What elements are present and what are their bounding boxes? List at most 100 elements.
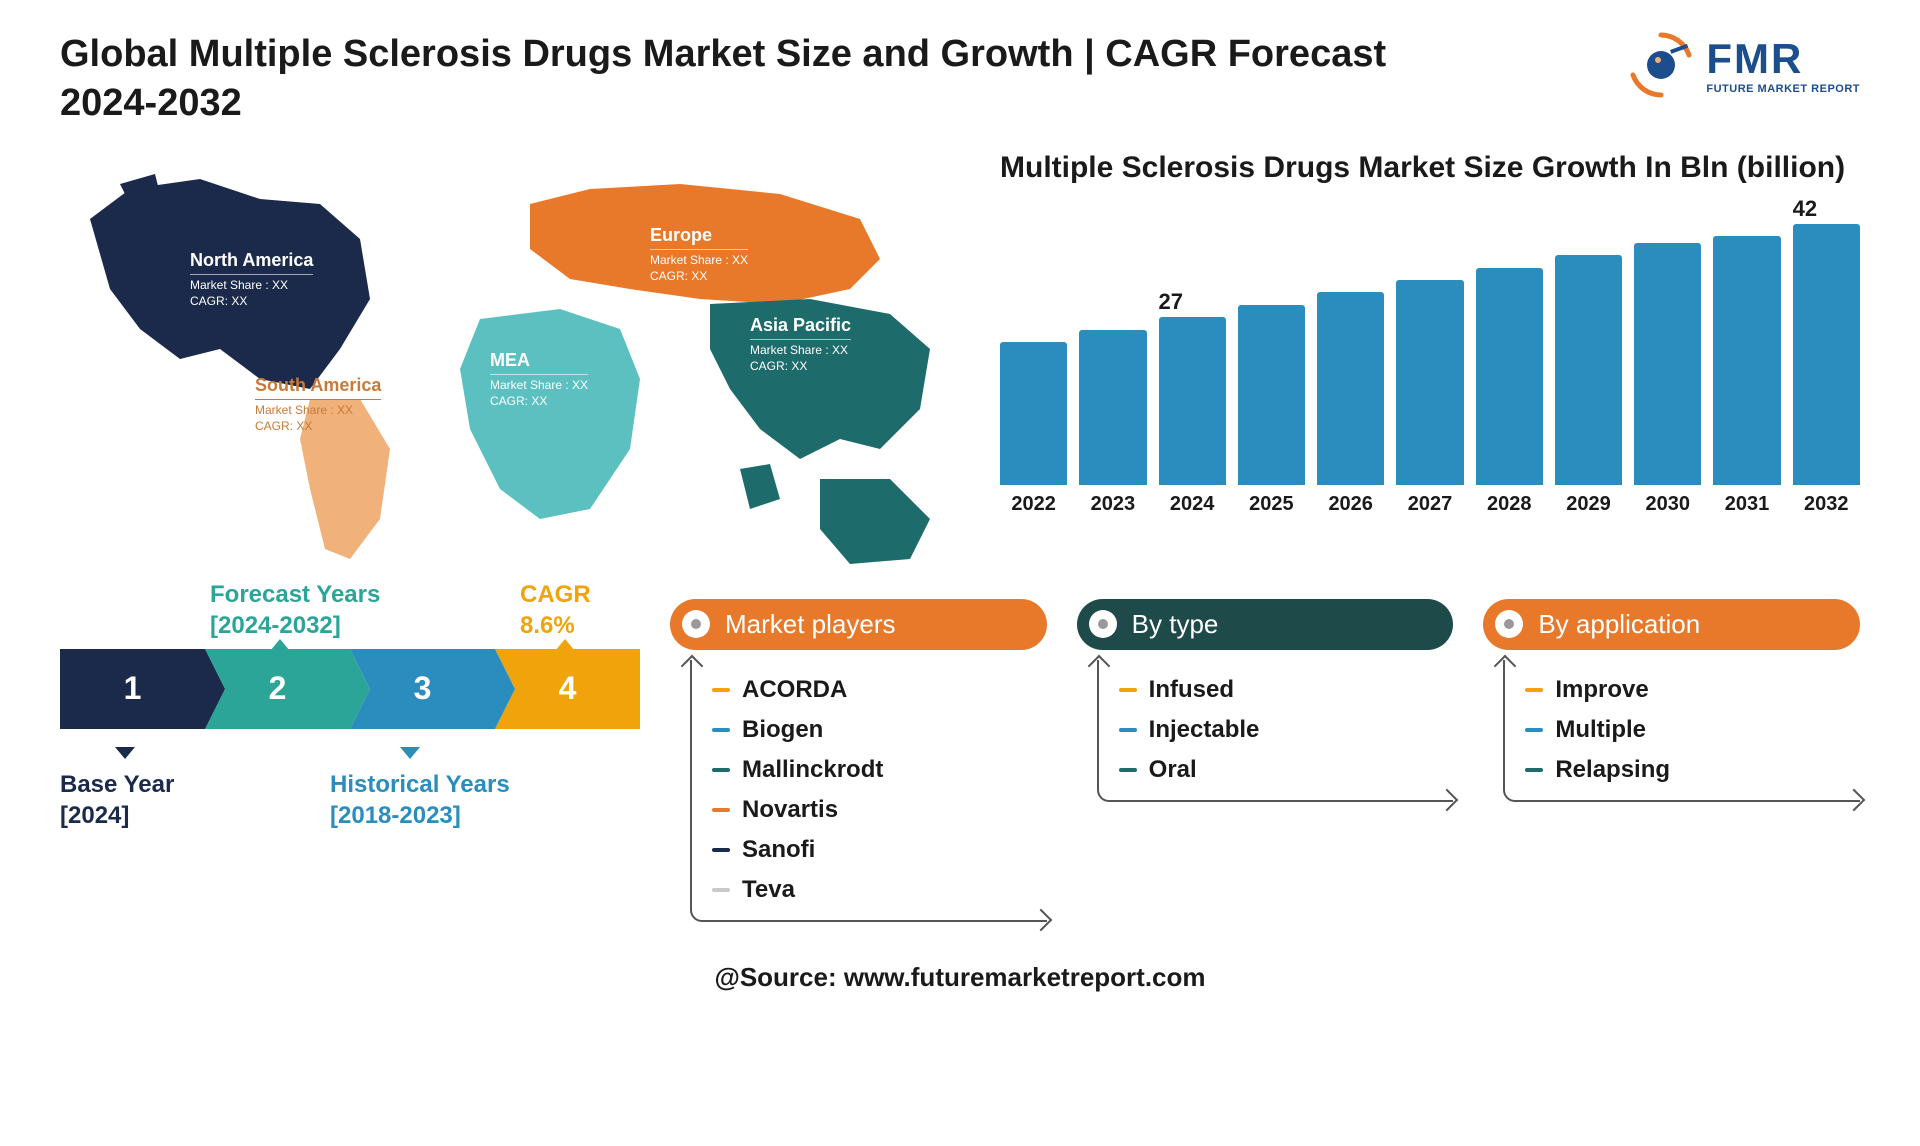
timeline-segment: 1 (60, 649, 205, 729)
bar (1634, 243, 1701, 486)
list-item-label: Sanofi (742, 836, 815, 864)
bar-year-label: 2025 (1249, 493, 1294, 516)
pill-market-players: Market players (670, 599, 1047, 650)
categories: Market players ACORDA Biogen MallinckrodtN… (670, 599, 1860, 922)
list-item-label: Multiple (1555, 716, 1646, 744)
bar-year-label: 2024 (1170, 493, 1215, 516)
pill-dot-icon (1089, 610, 1117, 638)
header: Global Multiple Sclerosis Drugs Market S… (0, 0, 1920, 139)
bar-chart: 2022202327202420252026202720282029203020… (1000, 196, 1860, 516)
source-attribution: @Source: www.futuremarketreport.com (0, 962, 1920, 993)
tick-icon (1119, 768, 1137, 772)
bar-wrap: 2023 (1079, 330, 1146, 517)
timeline: Forecast Years [2024-2032] CAGR 8.6% 123… (60, 599, 640, 729)
list-item: Sanofi (712, 830, 1047, 870)
tick-icon (1119, 688, 1137, 692)
page-title: Global Multiple Sclerosis Drugs Market S… (60, 30, 1460, 129)
tick-icon (1525, 688, 1543, 692)
logo-acronym: FMR (1706, 35, 1860, 83)
bar-year-label: 2026 (1328, 493, 1373, 516)
list-item: Injectable (1119, 710, 1454, 750)
label-forecast-years: Forecast Years [2024-2032] (210, 579, 380, 641)
list-item: Multiple (1525, 710, 1860, 750)
tick-icon (1525, 768, 1543, 772)
bar-year-label: 2032 (1804, 493, 1849, 516)
list-item-label: Infused (1149, 676, 1234, 704)
bar-wrap: 2026 (1317, 292, 1384, 516)
list-item: Novartis (712, 790, 1047, 830)
list-item-label: Improve (1555, 676, 1648, 704)
tick-icon (712, 728, 730, 732)
label-cagr: CAGR 8.6% (520, 579, 591, 641)
bar (1079, 330, 1146, 486)
label-mea: MEA Market Share : XX CAGR: XX (490, 349, 588, 410)
bar-wrap: 2029 (1555, 255, 1622, 516)
timeline-segment: 2 (205, 649, 350, 729)
fmr-logo-icon (1626, 30, 1696, 100)
bar-wrap: 422032 (1793, 224, 1860, 516)
bar-year-label: 2023 (1091, 493, 1136, 516)
tick-icon (712, 848, 730, 852)
bar (1793, 224, 1860, 485)
tick-icon (1119, 728, 1137, 732)
list-item: Mallinckrodt (712, 750, 1047, 790)
label-north-america: North America Market Share : XX CAGR: XX (190, 249, 313, 310)
pill-dot-icon (1495, 610, 1523, 638)
bar-wrap: 2022 (1000, 342, 1067, 516)
bar-year-label: 2029 (1566, 493, 1611, 516)
market-players-list: ACORDA Biogen MallinckrodtNovartis Sanofi Te… (690, 660, 1047, 922)
bar (1238, 305, 1305, 485)
by-type-list: InfusedInjectableOral (1097, 660, 1454, 802)
bar (1317, 292, 1384, 485)
bar (1476, 268, 1543, 486)
logo-subtitle: FUTURE MARKET REPORT (1706, 83, 1860, 95)
bar-wrap: 2028 (1476, 268, 1543, 517)
by-application-list: Improve Multiple Relapsing (1503, 660, 1860, 802)
tick-icon (712, 768, 730, 772)
logo-text: FMR FUTURE MARKET REPORT (1706, 35, 1860, 95)
timeline-segment: 3 (350, 649, 495, 729)
bar-value-label: 42 (1793, 196, 1817, 222)
market-players-column: Market players ACORDA Biogen MallinckrodtN… (670, 599, 1047, 922)
main-row: North America Market Share : XX CAGR: XX… (0, 139, 1920, 569)
label-historical-years: Historical Years [2018-2023] (330, 769, 510, 831)
arrow-base-icon (115, 747, 135, 759)
bar-wrap: 2027 (1396, 280, 1463, 516)
chart-title: Multiple Sclerosis Drugs Market Size Gro… (1000, 149, 1860, 187)
arrow-hist-icon (400, 747, 420, 759)
bar (1713, 236, 1780, 485)
label-asia-pacific: Asia Pacific Market Share : XX CAGR: XX (750, 314, 851, 375)
list-item: Relapsing (1525, 750, 1860, 790)
bar (1000, 342, 1067, 485)
tick-icon (712, 808, 730, 812)
timeline-bar: 1234 (60, 649, 640, 729)
bar-year-label: 2028 (1487, 493, 1532, 516)
bar-value-label: 27 (1159, 289, 1183, 315)
list-item-label: Relapsing (1555, 756, 1670, 784)
logo: FMR FUTURE MARKET REPORT (1626, 30, 1860, 100)
bar-year-label: 2022 (1011, 493, 1056, 516)
by-type-column: By type InfusedInjectableOral (1077, 599, 1454, 922)
bottom-row: Forecast Years [2024-2032] CAGR 8.6% 123… (0, 569, 1920, 922)
bar-wrap: 2031 (1713, 236, 1780, 516)
tick-icon (1525, 728, 1543, 732)
tick-icon (712, 688, 730, 692)
bar (1555, 255, 1622, 485)
list-item: ACORDA (712, 670, 1047, 710)
list-item-label: ACORDA (742, 676, 847, 704)
bar-wrap: 272024 (1159, 317, 1226, 516)
list-item-label: Injectable (1149, 716, 1260, 744)
bar-chart-section: Multiple Sclerosis Drugs Market Size Gro… (1000, 149, 1860, 569)
pill-by-type: By type (1077, 599, 1454, 650)
timeline-segment: 4 (495, 649, 640, 729)
pill-dot-icon (682, 610, 710, 638)
list-item: Teva (712, 870, 1047, 910)
bar-year-label: 2027 (1408, 493, 1453, 516)
list-item: Improve (1525, 670, 1860, 710)
tick-icon (712, 888, 730, 892)
list-item: Biogen (712, 710, 1047, 750)
list-item-label: Biogen (742, 716, 823, 744)
list-item-label: Teva (742, 876, 795, 904)
list-item: Infused (1119, 670, 1454, 710)
label-base-year: Base Year [2024] (60, 769, 174, 831)
